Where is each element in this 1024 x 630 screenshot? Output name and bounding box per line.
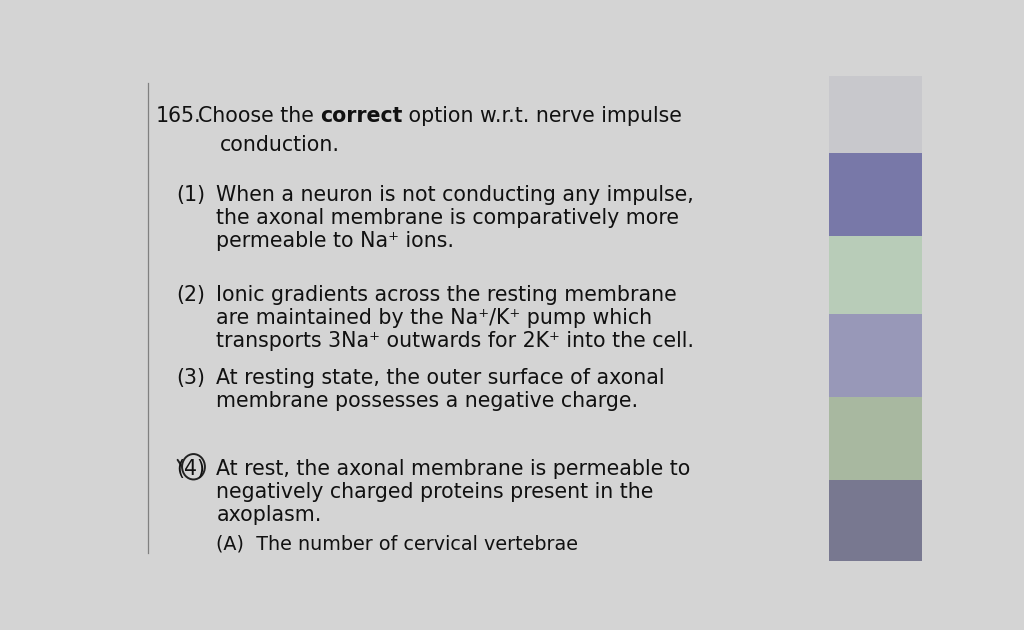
Text: At rest, the axonal membrane is permeable to: At rest, the axonal membrane is permeabl… bbox=[216, 459, 691, 479]
Text: correct: correct bbox=[321, 106, 402, 127]
Text: (2): (2) bbox=[176, 285, 205, 305]
Bar bbox=[829, 152, 922, 236]
Text: (A)  The number of cervical vertebrae: (A) The number of cervical vertebrae bbox=[216, 535, 579, 554]
Text: are maintained by the Na⁺/K⁺ pump which: are maintained by the Na⁺/K⁺ pump which bbox=[216, 308, 652, 328]
Text: conduction.: conduction. bbox=[219, 135, 339, 155]
Text: the axonal membrane is comparatively more: the axonal membrane is comparatively mor… bbox=[216, 208, 679, 228]
Text: transports 3Na⁺ outwards for 2K⁺ into the cell.: transports 3Na⁺ outwards for 2K⁺ into th… bbox=[216, 331, 694, 352]
Text: option w.r.t. nerve impulse: option w.r.t. nerve impulse bbox=[402, 106, 682, 127]
Text: 165.: 165. bbox=[156, 106, 202, 127]
Bar bbox=[829, 314, 922, 398]
Bar bbox=[829, 76, 922, 152]
Text: When a neuron is not conducting any impulse,: When a neuron is not conducting any impu… bbox=[216, 185, 694, 205]
Text: permeable to Na⁺ ions.: permeable to Na⁺ ions. bbox=[216, 231, 455, 251]
Bar bbox=[829, 398, 922, 480]
Text: axoplasm.: axoplasm. bbox=[216, 505, 322, 525]
Text: Ionic gradients across the resting membrane: Ionic gradients across the resting membr… bbox=[216, 285, 677, 305]
Text: (1): (1) bbox=[176, 185, 205, 205]
Text: membrane possesses a negative charge.: membrane possesses a negative charge. bbox=[216, 391, 639, 411]
Text: (3): (3) bbox=[176, 368, 205, 388]
Bar bbox=[829, 236, 922, 314]
Text: negatively charged proteins present in the: negatively charged proteins present in t… bbox=[216, 482, 653, 502]
Text: At resting state, the outer surface of axonal: At resting state, the outer surface of a… bbox=[216, 368, 665, 388]
Bar bbox=[829, 480, 922, 561]
Text: (4): (4) bbox=[176, 459, 205, 479]
Text: Choose the: Choose the bbox=[198, 106, 321, 127]
